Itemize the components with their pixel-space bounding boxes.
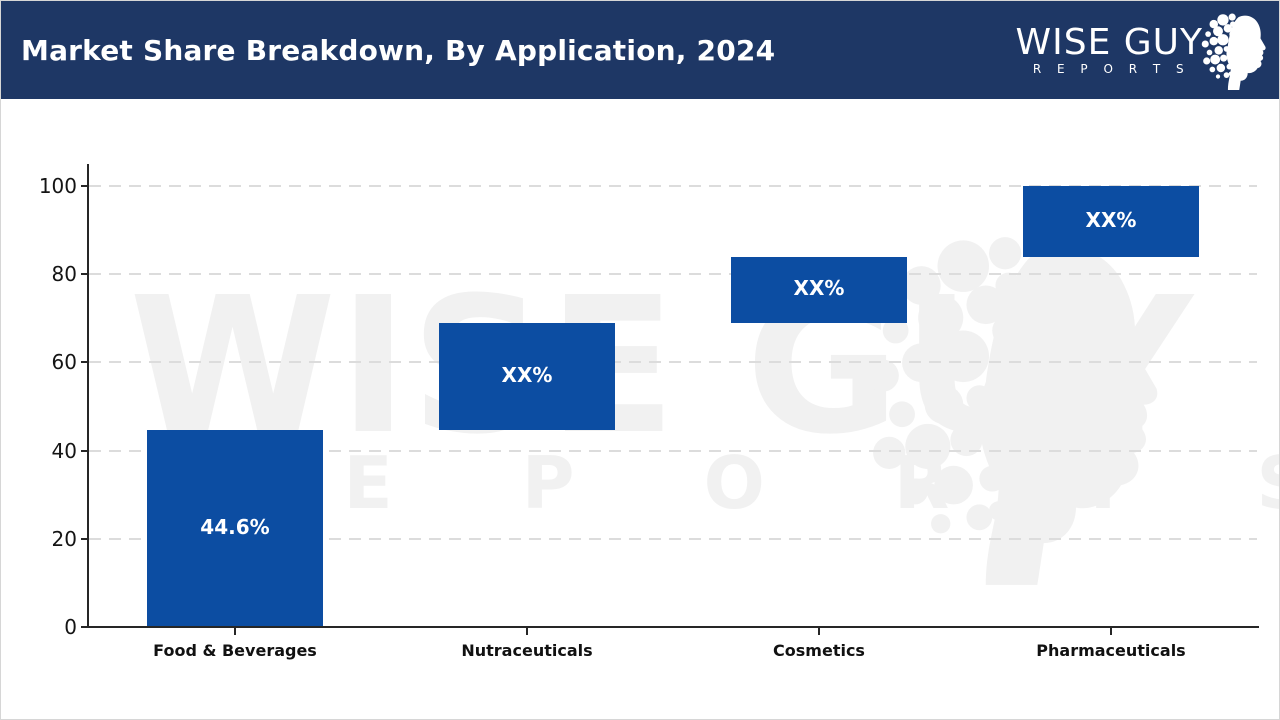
x-axis-tick [526,628,528,635]
y-tick-label: 100 [38,174,77,199]
page-title: Market Share Breakdown, By Application, … [21,33,776,67]
x-axis-tick [1110,628,1112,635]
bar-value-label: XX% [1085,207,1137,232]
x-tick-label: Nutraceuticals [461,641,593,660]
y-axis-tick [81,185,88,188]
y-tick-label: 40 [51,438,77,463]
y-axis-tick [81,626,88,628]
bar [439,322,615,431]
plot-area: 0 20 40 60 80 100 Food & Beverages Nutraceutica… [1,99,1279,719]
y-axis-line [87,164,89,628]
x-tick-label: Cosmetics [773,641,865,660]
y-tick-label: 80 [51,262,77,287]
y-axis-tick [81,537,88,540]
bar [731,257,907,323]
watermark-head-icon [866,237,1158,585]
logo: WISE GUY R E P O R T S [1016,10,1274,90]
logo-wordmark: WISE GUY [1015,21,1203,63]
x-axis-tick [818,628,820,635]
x-tick-label: Food & Beverages [153,641,317,660]
logo-head-icon [1201,13,1266,90]
y-axis-tick [81,449,88,452]
bar [1023,186,1199,258]
logo-text: WISE GUY R E P O R T S [1015,21,1204,77]
y-tick-label: 0 [64,615,77,639]
y-tick-label: 60 [51,350,77,375]
bar-value-label: 44.6% [200,514,270,539]
bar [147,430,323,627]
x-axis-tick [234,628,236,635]
y-axis-tick [81,273,88,276]
y-gridline [89,449,1257,452]
x-tick-label: Pharmaceuticals [1036,641,1186,660]
y-gridline [89,361,1257,364]
y-gridline [89,537,1257,540]
y-tick-label: 20 [51,526,77,551]
logo-subtext: R E P O R T S [1032,62,1190,77]
x-axis-line [87,626,1259,628]
y-gridline [89,185,1257,188]
bar-value-label: XX% [501,362,553,387]
header: Market Share Breakdown, By Application, … [1,1,1279,99]
bar-value-label: XX% [793,275,845,300]
y-axis-tick [81,361,88,364]
y-gridline [89,273,1257,276]
